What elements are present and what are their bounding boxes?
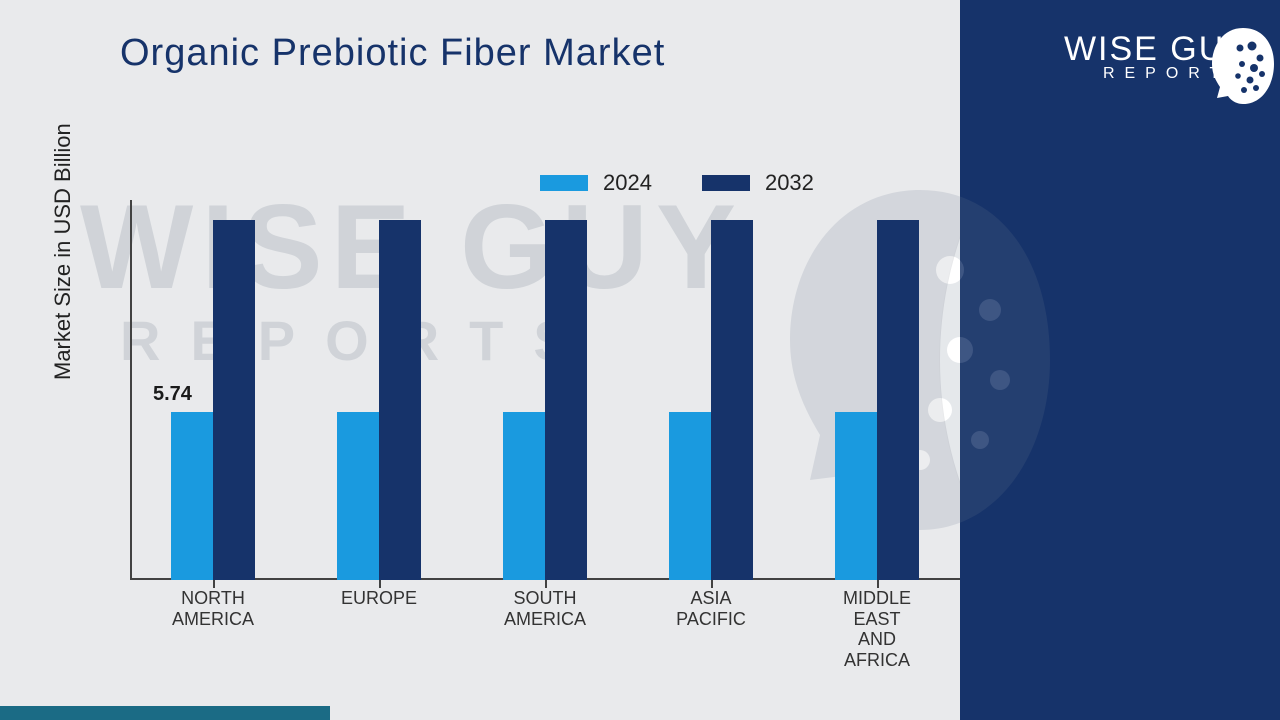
bar xyxy=(669,412,711,580)
bar xyxy=(379,220,421,580)
legend: 2024 2032 xyxy=(540,170,814,196)
bar xyxy=(711,220,753,580)
x-axis-label: MIDDLE EAST AND AFRICA xyxy=(807,588,947,671)
bar xyxy=(835,412,877,580)
legend-swatch-2024 xyxy=(540,175,588,191)
x-tick xyxy=(545,580,547,588)
x-axis-label: NORTH AMERICA xyxy=(143,588,283,671)
bar xyxy=(503,412,545,580)
bar-groups xyxy=(130,200,960,580)
x-tick xyxy=(379,580,381,588)
chart-title: Organic Prebiotic Fiber Market xyxy=(120,32,665,75)
legend-item-2024: 2024 xyxy=(540,170,652,196)
x-tick xyxy=(213,580,215,588)
legend-item-2032: 2032 xyxy=(702,170,814,196)
x-tick xyxy=(711,580,713,588)
x-axis-label: SOUTH AMERICA xyxy=(475,588,615,671)
legend-label-2024: 2024 xyxy=(603,170,652,196)
bar-group xyxy=(835,220,919,580)
legend-label-2032: 2032 xyxy=(765,170,814,196)
stage: WISE GUY REPORTS Organic Prebiotic Fiber… xyxy=(0,0,1280,720)
x-axis-label: EUROPE xyxy=(309,588,449,671)
bottom-accent-bar xyxy=(0,706,330,720)
x-axis-label: ASIA PACIFIC xyxy=(641,588,781,671)
brand-head-icon xyxy=(1208,26,1278,106)
x-tick xyxy=(877,580,879,588)
bar-group xyxy=(669,220,753,580)
bar xyxy=(171,412,213,580)
legend-swatch-2032 xyxy=(702,175,750,191)
plot-area: 5.74 xyxy=(100,200,960,580)
value-label: 5.74 xyxy=(153,383,192,406)
bar-group xyxy=(337,220,421,580)
bar-group xyxy=(503,220,587,580)
bar xyxy=(545,220,587,580)
bar xyxy=(213,220,255,580)
y-axis-label: Market Size in USD Billion xyxy=(50,123,76,380)
x-axis-labels: NORTH AMERICA EUROPE SOUTH AMERICA ASIA PAC… xyxy=(130,588,960,671)
bar xyxy=(337,412,379,580)
bar xyxy=(877,220,919,580)
